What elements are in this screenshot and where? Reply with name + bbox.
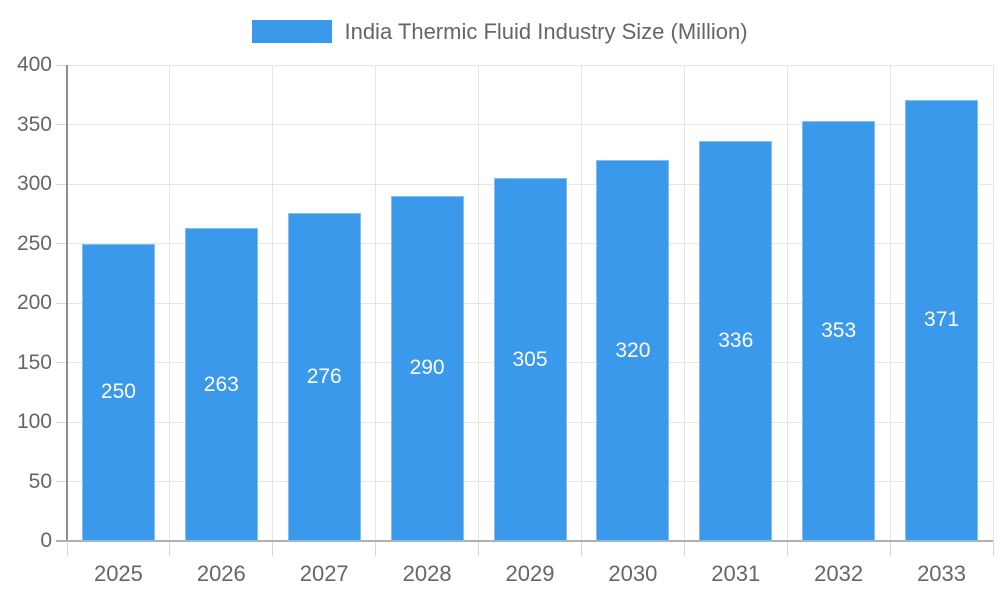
x-axis-tick: [683, 541, 685, 556]
y-axis-tick: [56, 421, 66, 423]
y-axis-line: [65, 65, 68, 541]
x-axis-label: 2026: [196, 561, 246, 586]
x-axis-label: 2027: [299, 561, 349, 586]
y-axis-label: 50: [28, 469, 52, 493]
y-axis-label: 300: [16, 172, 52, 195]
y-axis-label: 100: [16, 410, 52, 433]
y-axis-tick: [56, 243, 66, 244]
bar-value-label: 290: [409, 356, 445, 380]
y-axis-label: 150: [16, 350, 52, 374]
x-axis-tick: [66, 541, 68, 556]
x-axis-tick: [169, 541, 171, 556]
y-axis-label: 0: [40, 529, 52, 552]
y-axis-label: 400: [16, 53, 52, 76]
gridline-vertical: [272, 65, 274, 541]
gridline-vertical: [786, 65, 788, 541]
bar-value-label: 263: [203, 372, 239, 396]
bar-value-label: 336: [718, 329, 754, 353]
x-axis-label: 2030: [608, 561, 658, 586]
x-axis-label: 2032: [814, 561, 864, 586]
x-axis-tick: [478, 541, 480, 556]
x-axis-tick: [375, 541, 377, 556]
gridline-vertical: [889, 65, 891, 541]
legend-swatch-icon: [252, 20, 333, 43]
bar-2033[interactable]: [905, 99, 979, 541]
bar-value-label: 371: [924, 308, 960, 332]
bar-2030[interactable]: [596, 160, 670, 541]
bar-2029[interactable]: [493, 178, 567, 541]
bar-2032[interactable]: [802, 120, 876, 541]
x-axis-tick: [786, 541, 788, 556]
gridline-vertical: [683, 65, 685, 541]
y-axis-tick: [56, 481, 66, 482]
y-axis-tick: [56, 302, 66, 304]
y-axis-tick: [56, 64, 66, 66]
gridline-vertical: [580, 65, 582, 541]
y-axis-label: 200: [16, 291, 52, 314]
bar-value-label: 276: [306, 364, 342, 388]
y-axis-tick: [56, 362, 66, 363]
gridline-horizontal: [67, 124, 993, 125]
x-axis-line: [56, 540, 993, 542]
bar-value-label: 250: [100, 380, 136, 404]
bar-2026[interactable]: [184, 228, 258, 541]
y-axis-tick: [56, 183, 66, 185]
x-axis-tick: [889, 541, 891, 556]
gridline-vertical: [169, 65, 171, 541]
x-axis-label: 2029: [505, 561, 555, 586]
bar-2028[interactable]: [390, 195, 464, 541]
bar-2031[interactable]: [699, 141, 773, 541]
x-axis-label: 2025: [93, 561, 143, 586]
bar-2027[interactable]: [287, 212, 361, 541]
legend-label: India Thermic Fluid Industry Size (Milli…: [344, 19, 748, 44]
x-axis-label: 2031: [711, 561, 761, 586]
y-axis-tick: [56, 124, 66, 125]
gridline-horizontal: [67, 64, 993, 66]
y-axis-label: 350: [16, 112, 52, 136]
bar-2025[interactable]: [81, 243, 155, 541]
gridline-vertical: [375, 65, 377, 541]
gridline-vertical: [992, 65, 994, 541]
x-axis-tick: [272, 541, 274, 556]
x-axis-tick: [580, 541, 582, 556]
bar-value-label: 305: [512, 347, 548, 371]
x-axis-label: 2028: [402, 561, 452, 586]
gridline-vertical: [478, 65, 480, 541]
x-axis-tick: [992, 541, 994, 556]
y-axis-label: 250: [16, 231, 52, 255]
x-axis-label: 2033: [917, 561, 967, 586]
legend-item[interactable]: India Thermic Fluid Industry Size (Milli…: [0, 18, 1000, 45]
bar-value-label: 320: [615, 338, 651, 362]
bar-value-label: 353: [821, 318, 857, 342]
